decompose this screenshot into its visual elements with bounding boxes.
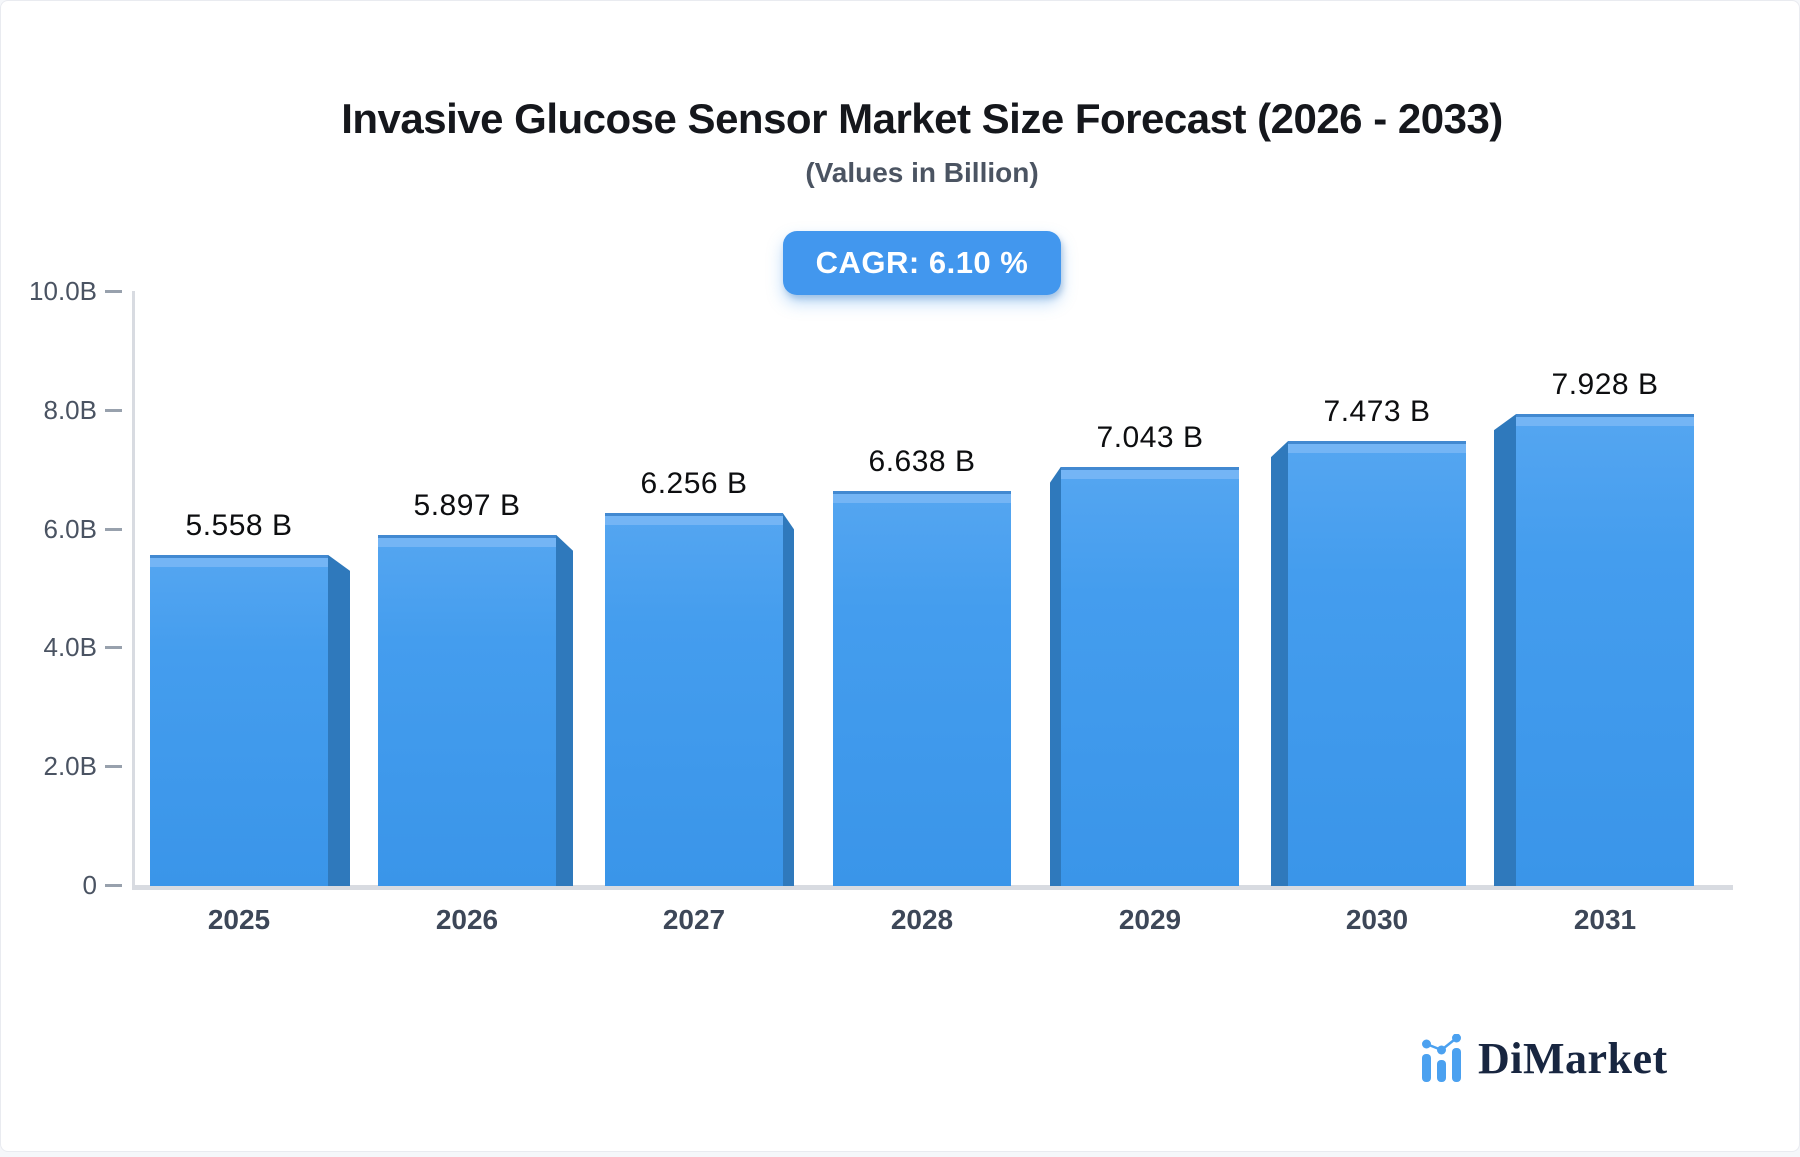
- bar-2030: [1271, 441, 1466, 886]
- y-axis-tick-mark: [105, 290, 122, 293]
- bar-2028: [833, 490, 1011, 886]
- bar-value-label: 7.043 B: [1096, 420, 1204, 454]
- x-axis-category-label: 2029: [1118, 904, 1182, 935]
- bar-top-cap: [1061, 466, 1239, 479]
- bar-value-label: 6.256 B: [640, 467, 748, 501]
- bar-face: [1288, 441, 1466, 886]
- bar-2029: [1050, 466, 1239, 886]
- bar-3d-side: [1050, 466, 1061, 886]
- y-axis-tick-label: 2.0B: [43, 751, 98, 782]
- y-axis-tick-mark: [105, 646, 122, 650]
- bar-face: [150, 554, 328, 886]
- x-axis-category-label: 2025: [207, 904, 271, 935]
- bar-face: [833, 490, 1011, 886]
- bar-value-label: 6.638 B: [868, 444, 976, 478]
- bar-3d-side: [328, 554, 350, 886]
- bar-3d-side: [1271, 441, 1288, 886]
- bar-3d-side: [556, 534, 573, 886]
- brand-logo: DiMarket: [1419, 1033, 1668, 1084]
- bar-line-chart-icon: [1422, 1033, 1461, 1082]
- cagr-badge: CAGR: 6.10 %: [782, 231, 1062, 295]
- brand-logo-text: DiMarket: [1478, 1034, 1668, 1083]
- x-axis-category-label: 2027: [662, 904, 726, 935]
- y-axis-tick-label: 4.0B: [43, 632, 98, 663]
- y-axis-tick-mark: [105, 884, 122, 887]
- bar-top-cap: [833, 490, 1011, 503]
- bar-face: [378, 534, 556, 886]
- y-axis-tick-label: 10.0B: [29, 276, 97, 306]
- bar-face: [1516, 414, 1694, 886]
- bar-top-cap: [150, 554, 328, 567]
- bar-value-label: 7.473 B: [1323, 395, 1431, 429]
- y-axis-tick-label: 8.0B: [43, 394, 98, 425]
- bar-2025: [150, 554, 350, 886]
- y-axis-tick-label: 6.0B: [43, 513, 98, 544]
- x-axis-category-label: 2031: [1573, 904, 1637, 935]
- y-axis-tick-mark: [105, 527, 122, 531]
- y-axis-tick-mark: [105, 765, 122, 769]
- bar-top-cap: [1516, 414, 1694, 427]
- x-axis-category-label: 2030: [1345, 904, 1409, 935]
- y-axis-line: [132, 291, 135, 888]
- x-axis-line: [132, 885, 1733, 890]
- bar-top-cap: [378, 534, 556, 547]
- chart-title: Invasive Glucose Sensor Market Size Fore…: [341, 95, 1503, 142]
- bar-face: [605, 513, 783, 886]
- bar-top-cap: [605, 513, 783, 526]
- bar-value-label: 5.558 B: [185, 508, 293, 542]
- bar-face: [1061, 466, 1239, 886]
- y-axis-tick-mark: [105, 408, 122, 412]
- x-axis-category-label: 2026: [435, 904, 499, 935]
- bar-2026: [378, 534, 573, 886]
- chart-subtitle: (Values in Billion): [805, 157, 1039, 188]
- bar-2027: [605, 513, 794, 886]
- bar-top-cap: [1288, 441, 1466, 454]
- bar-value-label: 5.897 B: [413, 488, 521, 522]
- bar-3d-side: [783, 513, 794, 886]
- x-axis-category-label: 2028: [890, 904, 954, 935]
- y-axis-tick-label: 0: [82, 870, 97, 900]
- bar-2031: [1494, 414, 1694, 886]
- chart-header: Invasive Glucose Sensor Market Size Fore…: [21, 1, 1800, 295]
- bar-3d-side: [1494, 414, 1516, 886]
- bar-value-label: 7.928 B: [1551, 368, 1659, 402]
